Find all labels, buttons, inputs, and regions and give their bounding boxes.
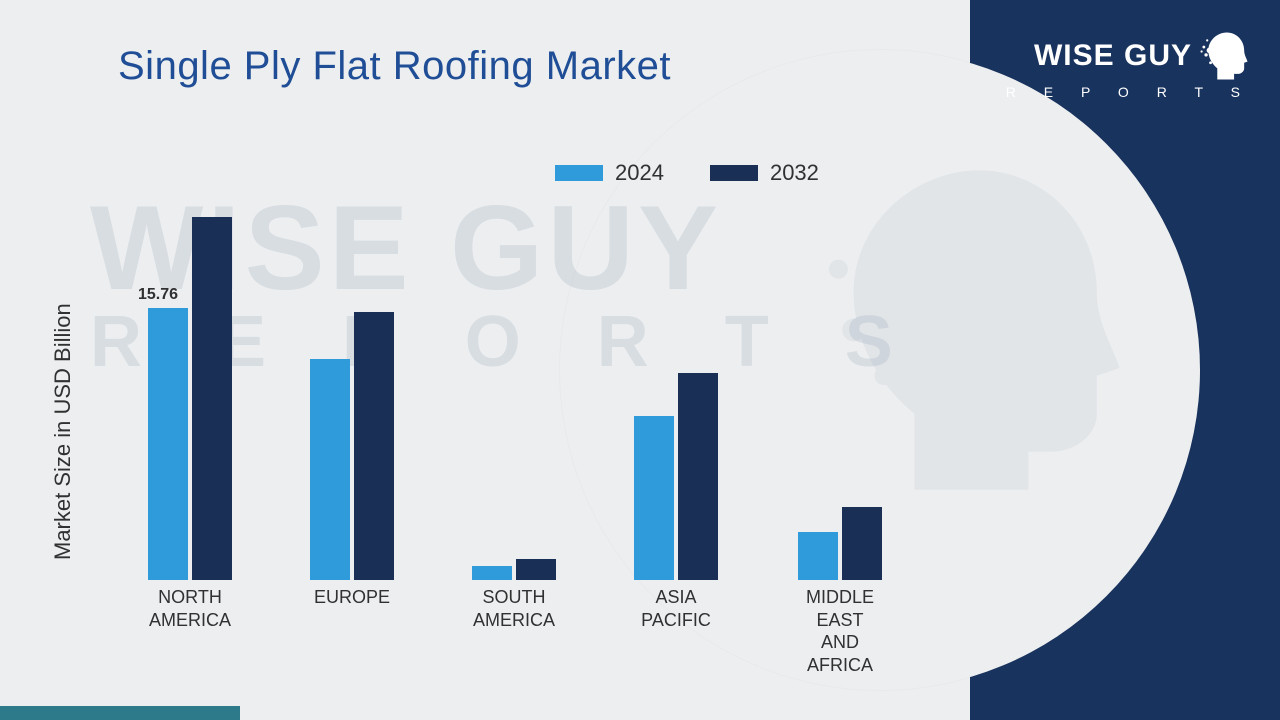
chart-canvas: WISE GUY R E P O R T S Single Ply Flat R… — [0, 0, 1280, 720]
bar-2032 — [192, 217, 232, 580]
x-axis-label: MIDDLEEASTANDAFRICA — [790, 586, 890, 676]
legend-swatch-2024 — [555, 165, 603, 181]
x-axis-label: NORTHAMERICA — [135, 586, 245, 631]
x-axis-label: EUROPE — [307, 586, 397, 609]
bar-2032 — [516, 559, 556, 580]
bar-group — [148, 217, 232, 580]
brand-logo: WISE GUY R E P O R T S — [1006, 28, 1252, 100]
footer-accent-bar — [0, 706, 240, 720]
chart-title: Single Ply Flat Roofing Market — [118, 44, 671, 89]
brand-head-icon — [1196, 28, 1252, 84]
legend-label-2024: 2024 — [615, 160, 664, 186]
bar-2024 — [472, 566, 512, 580]
bar-2024 — [798, 532, 838, 580]
x-axis-label: ASIAPACIFIC — [631, 586, 721, 631]
bar-2032 — [678, 373, 718, 580]
bar-2032 — [842, 507, 882, 580]
legend-item-2032: 2032 — [710, 160, 819, 186]
bar-group — [798, 507, 882, 580]
legend-item-2024: 2024 — [555, 160, 664, 186]
bar-group — [472, 559, 556, 580]
legend-label-2032: 2032 — [770, 160, 819, 186]
x-axis-labels: NORTHAMERICA EUROPE SOUTHAMERICA ASIAPACIFI… — [110, 586, 940, 706]
bar-2032 — [354, 312, 394, 580]
bar-group — [634, 373, 718, 580]
x-axis-label: SOUTHAMERICA — [464, 586, 564, 631]
plot-area: 15.76 — [110, 200, 940, 580]
y-axis-label: Market Size in USD Billion — [50, 303, 76, 560]
legend-swatch-2032 — [710, 165, 758, 181]
bar-group — [310, 312, 394, 580]
brand-line2: R E P O R T S — [1006, 84, 1252, 100]
brand-line1: WISE GUY — [1034, 39, 1192, 73]
bar-2024 — [634, 416, 674, 580]
legend: 2024 2032 — [555, 160, 819, 186]
bar-2024 — [148, 308, 188, 580]
value-label: 15.76 — [138, 286, 178, 304]
bar-2024 — [310, 359, 350, 580]
